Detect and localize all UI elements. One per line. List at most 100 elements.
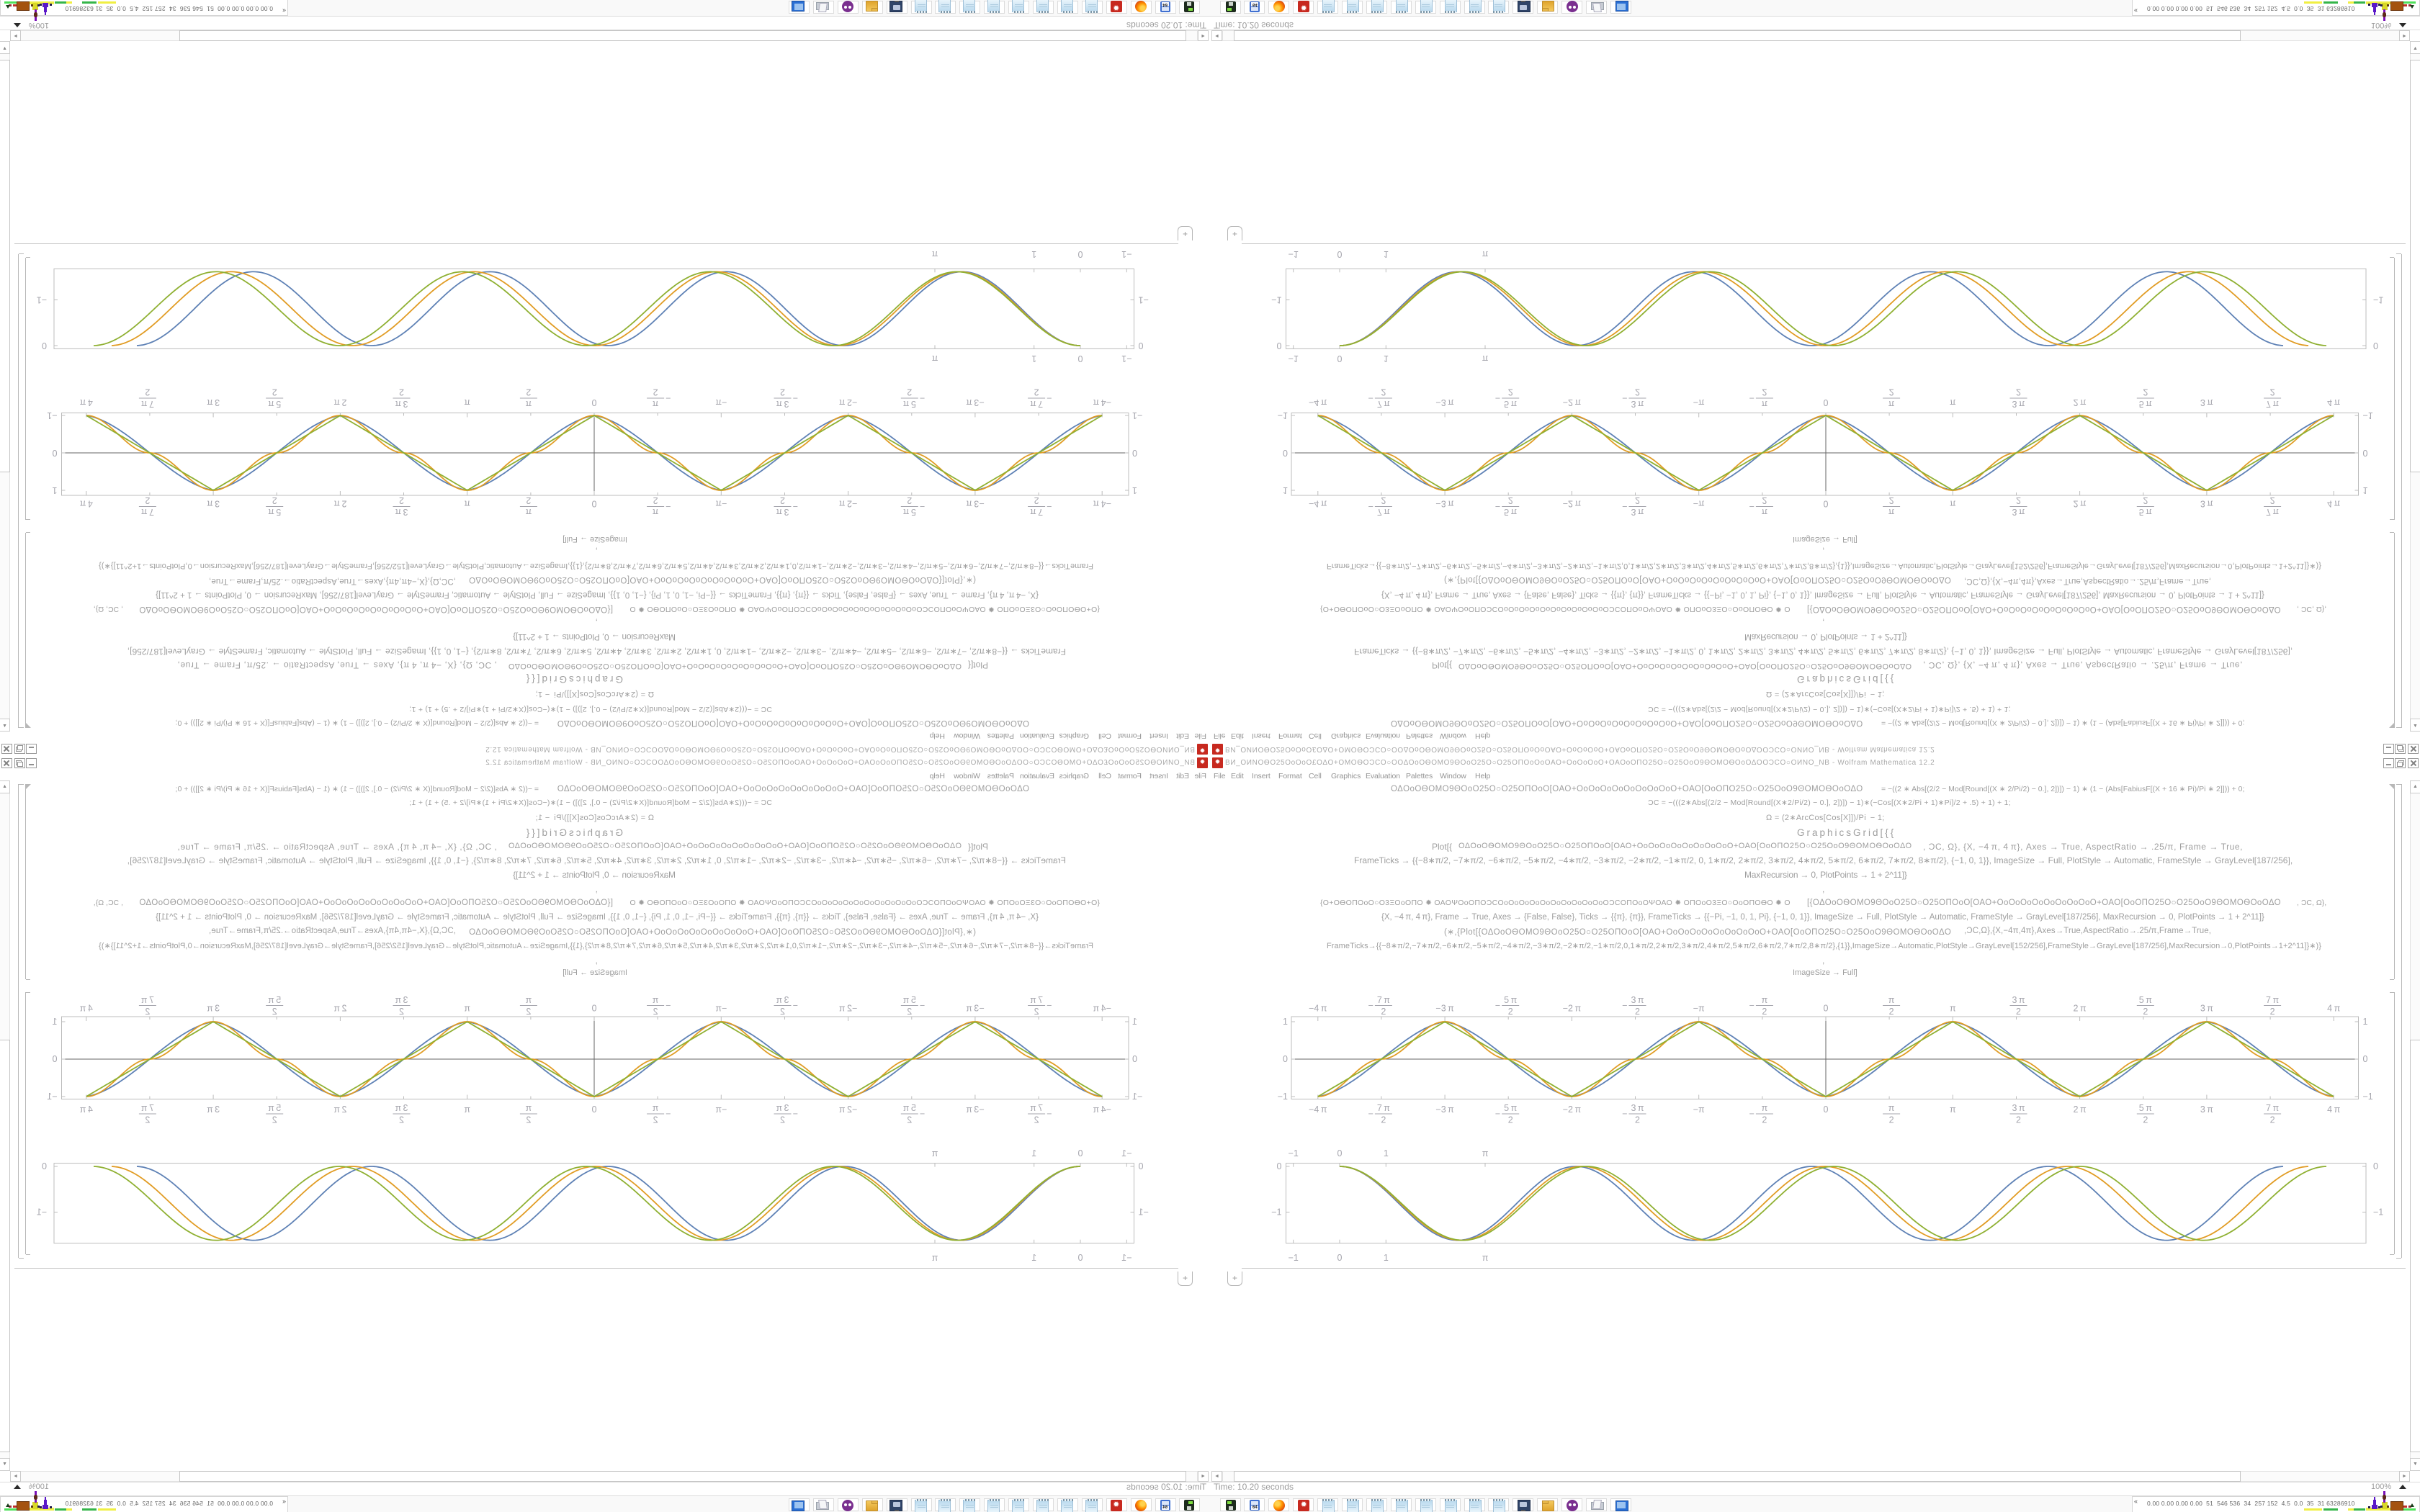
svg-text:−: − [920, 393, 925, 403]
svg-text:2: 2 [2270, 495, 2275, 505]
svg-text:−2 π: −2 π [839, 1004, 858, 1014]
svg-text:3 π: 3 π [1631, 995, 1644, 1005]
svg-text:π: π [1482, 249, 1489, 259]
svg-text:−: − [1749, 1109, 1754, 1119]
svg-text:π: π [1888, 399, 1895, 409]
svg-text:0: 0 [1132, 1054, 1137, 1064]
svg-text:π: π [652, 399, 658, 409]
svg-text:−π: −π [1693, 1004, 1705, 1014]
svg-text:−2 π: −2 π [1563, 1004, 1582, 1014]
svg-text:0: 0 [1077, 1148, 1083, 1158]
svg-text:1: 1 [1384, 249, 1389, 259]
svg-text:0: 0 [53, 448, 58, 458]
svg-text:0: 0 [1337, 249, 1343, 259]
svg-text:2: 2 [1635, 387, 1640, 397]
svg-text:0: 0 [591, 499, 596, 509]
svg-text:2: 2 [1508, 387, 1513, 397]
svg-text:2: 2 [653, 387, 658, 397]
svg-text:−: − [1495, 393, 1500, 403]
svg-text:π: π [525, 399, 532, 409]
svg-text:1: 1 [1132, 485, 1137, 495]
svg-text:4 π: 4 π [2327, 1004, 2340, 1014]
svg-text:−1: −1 [2373, 1207, 2383, 1218]
svg-text:2: 2 [1508, 495, 1513, 505]
svg-text:π: π [1950, 499, 1956, 509]
svg-text:2: 2 [399, 1115, 404, 1125]
svg-text:π: π [652, 507, 658, 517]
svg-text:3 π: 3 π [395, 995, 408, 1005]
svg-text:4 π: 4 π [79, 397, 92, 408]
svg-text:2: 2 [145, 495, 150, 505]
svg-text:5 π: 5 π [268, 1103, 281, 1113]
svg-text:−1: −1 [1289, 354, 1299, 364]
svg-text:3 π: 3 π [2012, 1103, 2025, 1113]
svg-text:2: 2 [1034, 1007, 1039, 1017]
svg-text:2: 2 [1034, 495, 1039, 505]
svg-text:−1: −1 [2363, 410, 2373, 420]
svg-text:7 π: 7 π [140, 399, 153, 409]
svg-text:7 π: 7 π [2266, 1103, 2279, 1113]
svg-text:−: − [793, 1001, 798, 1011]
svg-text:2 π: 2 π [2074, 397, 2087, 408]
svg-text:7 π: 7 π [2266, 399, 2279, 409]
svg-text:7 π: 7 π [1377, 399, 1390, 409]
svg-text:−: − [666, 502, 671, 512]
svg-text:2: 2 [526, 495, 531, 505]
svg-text:−4 π: −4 π [1093, 499, 1111, 509]
svg-text:0: 0 [1824, 397, 1829, 408]
svg-text:2: 2 [399, 495, 404, 505]
svg-text:−: − [666, 1109, 671, 1119]
svg-text:0: 0 [1138, 1161, 1143, 1171]
svg-text:−1: −1 [1271, 1207, 1281, 1218]
svg-text:−1: −1 [37, 295, 47, 305]
svg-text:π: π [525, 995, 532, 1005]
svg-text:7 π: 7 π [1030, 399, 1043, 409]
svg-text:2: 2 [1889, 495, 1894, 505]
svg-text:0: 0 [1138, 341, 1143, 351]
svg-text:−π: −π [1693, 397, 1705, 408]
svg-text:7 π: 7 π [1377, 1103, 1390, 1113]
svg-text:4 π: 4 π [79, 1004, 92, 1014]
svg-text:1: 1 [1031, 354, 1036, 364]
svg-text:π: π [464, 1104, 470, 1115]
svg-text:5 π: 5 π [1504, 507, 1517, 517]
svg-text:−1: −1 [1138, 295, 1148, 305]
svg-text:2: 2 [399, 1007, 404, 1017]
svg-text:−4 π: −4 π [1093, 1004, 1111, 1014]
svg-text:0: 0 [591, 397, 596, 408]
svg-text:0: 0 [1337, 354, 1343, 364]
svg-text:0: 0 [1077, 354, 1083, 364]
svg-text:−2 π: −2 π [1563, 1104, 1582, 1115]
svg-text:−π: −π [715, 1104, 727, 1115]
svg-text:−1: −1 [1121, 1148, 1131, 1158]
svg-text:2: 2 [1762, 1007, 1767, 1017]
svg-text:2 π: 2 π [2074, 499, 2087, 509]
svg-text:−π: −π [1693, 1104, 1705, 1115]
svg-text:5 π: 5 π [2139, 995, 2152, 1005]
svg-text:−4 π: −4 π [1093, 1104, 1111, 1115]
svg-text:−: − [666, 1001, 671, 1011]
svg-text:2: 2 [2016, 1115, 2021, 1125]
svg-text:5 π: 5 π [2139, 1103, 2152, 1113]
svg-text:2: 2 [526, 1007, 531, 1017]
svg-text:0: 0 [1077, 249, 1083, 259]
svg-text:0: 0 [1277, 341, 1282, 351]
svg-text:1: 1 [1384, 354, 1389, 364]
svg-text:π: π [1482, 1148, 1489, 1158]
svg-text:2: 2 [1762, 1115, 1767, 1125]
svg-text:−1: −1 [1132, 1092, 1142, 1102]
svg-text:π: π [1482, 354, 1489, 364]
svg-text:3 π: 3 π [2200, 1004, 2213, 1014]
svg-text:2: 2 [2143, 387, 2148, 397]
svg-text:−1: −1 [1121, 249, 1131, 259]
svg-text:−π: −π [715, 1004, 727, 1014]
svg-text:0: 0 [1824, 1104, 1829, 1115]
svg-text:0: 0 [1337, 1253, 1343, 1263]
svg-text:2 π: 2 π [333, 499, 346, 509]
svg-text:−: − [920, 1001, 925, 1011]
svg-text:0: 0 [1283, 448, 1288, 458]
svg-text:π: π [1762, 399, 1768, 409]
svg-text:2: 2 [780, 1007, 785, 1017]
svg-text:π: π [464, 499, 470, 509]
svg-text:7 π: 7 π [1377, 507, 1390, 517]
